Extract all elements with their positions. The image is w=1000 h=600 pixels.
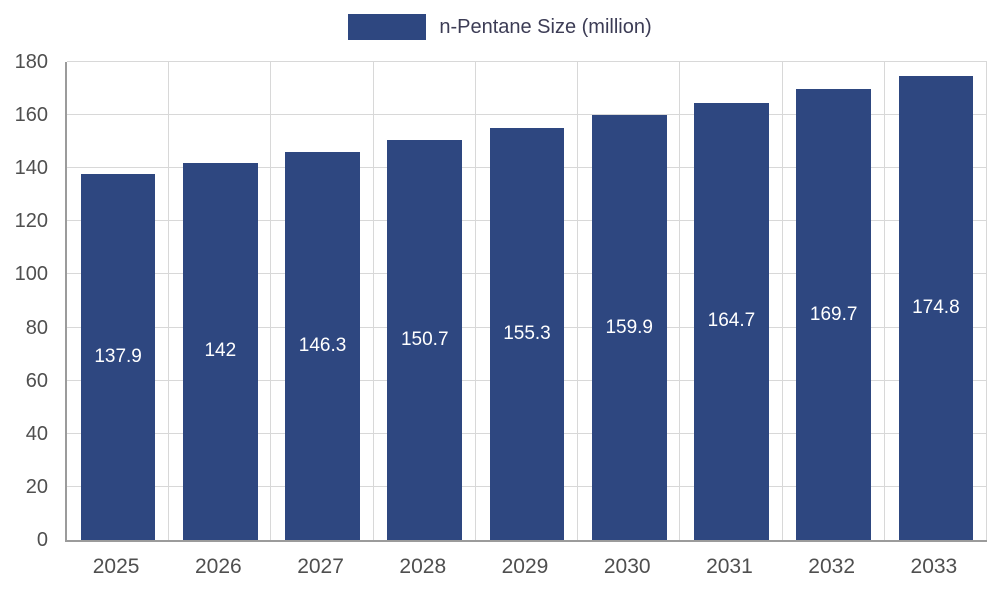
x-tick-label: 2026 [194,555,242,578]
v-gridline [883,62,885,540]
bar-2026: 142 [183,162,258,540]
legend-swatch [348,14,427,40]
bar-2032: 169.7 [796,89,871,540]
y-tick-label: 80 [25,316,48,339]
y-tick-label: 100 [14,263,48,286]
bar-value-label: 150.7 [400,328,449,350]
bar-value-label: 142 [204,340,237,362]
y-axis: 0 20 40 60 80 100 120 140 160 180 [0,52,56,550]
bar-value-label: 146.3 [298,334,347,356]
bar-2025: 137.9 [80,173,156,540]
bar-cell: 169.7 [783,62,885,540]
x-tick-label: 2025 [92,555,140,578]
bar-2029: 155.3 [489,127,565,540]
bar-cell: 146.3 [271,62,373,540]
x-tick-label: 2032 [808,555,856,578]
x-tick-label: 2028 [399,555,447,578]
legend-label: n-Pentane Size (million) [439,15,652,38]
bar-cell: 159.9 [578,62,680,540]
plot-area: 137.9 142 146.3 150.7 155.3 159.9 164.7 169.7 17… [65,61,987,542]
v-gridline [372,62,374,540]
y-tick-label: 160 [14,104,48,127]
bar-cell: 150.7 [374,62,476,540]
bar-2031: 164.7 [694,102,769,540]
bar-value-label: 159.9 [605,316,653,338]
bar-cell: 164.7 [680,62,782,540]
v-gridline [781,62,783,540]
y-tick-label: 20 [25,475,48,498]
bar-value-label: 169.7 [809,303,858,325]
bar-value-label: 155.3 [503,322,551,344]
y-tick-label: 40 [25,422,48,445]
bar-2028: 150.7 [387,139,463,540]
bar-cell: 137.9 [67,62,169,540]
v-gridline [577,62,579,540]
v-gridline [986,62,987,540]
bar-2030: 159.9 [591,115,667,540]
y-tick-label: 120 [14,210,48,233]
y-tick-label: 0 [36,529,48,551]
x-tick-label: 2027 [297,555,344,578]
bar-cell: 155.3 [476,62,578,540]
h-gridline [67,114,987,116]
bar-value-label: 164.7 [707,310,756,332]
bar-cell: 174.8 [885,62,987,540]
x-tick-label: 2030 [603,555,651,578]
x-tick-label: 2031 [706,555,753,578]
v-gridline [270,62,272,540]
v-gridline [168,62,170,540]
x-tick-label: 2033 [910,555,958,578]
legend: n-Pentane Size (million) [0,14,1000,40]
h-gridline [67,61,987,62]
y-tick-label: 60 [25,369,48,392]
bar-value-label: 174.8 [912,296,960,318]
y-tick-label: 180 [14,51,48,73]
v-gridline [474,62,476,540]
x-axis: 2025 2026 2027 2028 2029 2030 2031 2032 2033 [65,542,985,586]
bar-2033: 174.8 [898,75,974,540]
v-gridline [679,62,681,540]
bar-2027: 146.3 [285,151,360,540]
y-tick-label: 140 [14,157,48,180]
x-tick-label: 2029 [501,555,549,578]
bar-value-label: 137.9 [94,345,142,367]
bar-cell: 142 [169,62,271,540]
